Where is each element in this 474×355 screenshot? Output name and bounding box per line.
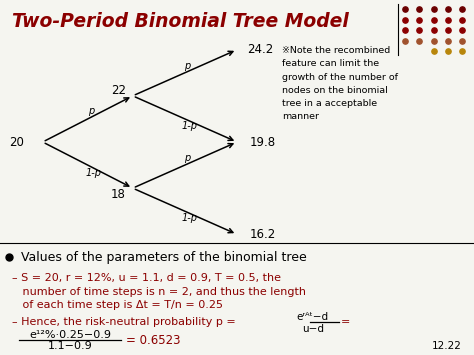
Text: p: p: [88, 106, 95, 116]
Text: e¹²%·0.25−0.9: e¹²%·0.25−0.9: [29, 331, 111, 340]
Text: p: p: [184, 153, 191, 163]
Text: = 0.6523: = 0.6523: [126, 334, 180, 346]
Text: 1-p: 1-p: [182, 121, 198, 131]
Text: 1.1−0.9: 1.1−0.9: [48, 341, 92, 351]
Text: – S = 20, r = 12%, u = 1.1, d = 0.9, T = 0.5, the: – S = 20, r = 12%, u = 1.1, d = 0.9, T =…: [12, 273, 281, 283]
Text: 18: 18: [111, 188, 126, 201]
Text: – Hence, the risk-neutral probability p =: – Hence, the risk-neutral probability p …: [12, 317, 236, 327]
Text: Values of the parameters of the binomial tree: Values of the parameters of the binomial…: [21, 251, 307, 264]
Text: number of time steps is n = 2, and thus the length: number of time steps is n = 2, and thus …: [12, 287, 306, 297]
Text: eʳᴬᵗ−d: eʳᴬᵗ−d: [297, 312, 329, 322]
Text: p: p: [184, 61, 191, 71]
Text: 20: 20: [9, 136, 24, 148]
Text: 24.2: 24.2: [247, 43, 274, 56]
Text: of each time step is Δt = T/n = 0.25: of each time step is Δt = T/n = 0.25: [12, 300, 223, 310]
Text: =: =: [341, 317, 351, 327]
Text: Two-Period Binomial Tree Model: Two-Period Binomial Tree Model: [12, 12, 348, 32]
Text: 16.2: 16.2: [250, 228, 276, 241]
Text: 19.8: 19.8: [250, 136, 276, 148]
Text: 1-p: 1-p: [182, 213, 198, 223]
Text: u−d: u−d: [302, 324, 324, 334]
Text: 1-p: 1-p: [85, 168, 101, 178]
Text: 12.22: 12.22: [432, 341, 462, 351]
Text: 22: 22: [111, 84, 126, 97]
Text: ※Note the recombined
feature can limit the
growth of the number of
nodes on the : ※Note the recombined feature can limit t…: [282, 46, 398, 121]
